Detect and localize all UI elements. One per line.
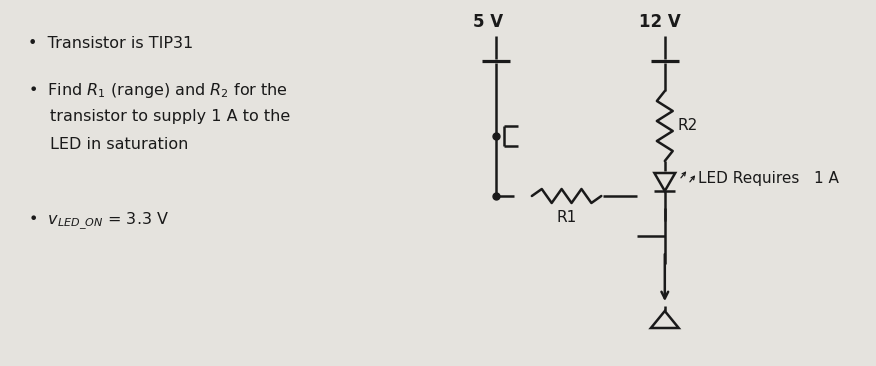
Text: R2: R2 xyxy=(678,119,698,134)
Text: •  $v_{LED\_ON}$ = 3.3 V: • $v_{LED\_ON}$ = 3.3 V xyxy=(28,211,169,232)
Text: •  Find $R_1$ (range) and $R_2$ for the: • Find $R_1$ (range) and $R_2$ for the xyxy=(28,81,288,100)
Text: LED in saturation: LED in saturation xyxy=(50,137,188,152)
Text: transistor to supply 1 A to the: transistor to supply 1 A to the xyxy=(50,109,290,124)
Text: 5 V: 5 V xyxy=(473,13,503,31)
Text: •  Transistor is TIP31: • Transistor is TIP31 xyxy=(28,36,193,51)
Text: LED Requires   1 A: LED Requires 1 A xyxy=(697,171,838,186)
Text: 12 V: 12 V xyxy=(639,13,681,31)
Text: R1: R1 xyxy=(556,210,576,225)
